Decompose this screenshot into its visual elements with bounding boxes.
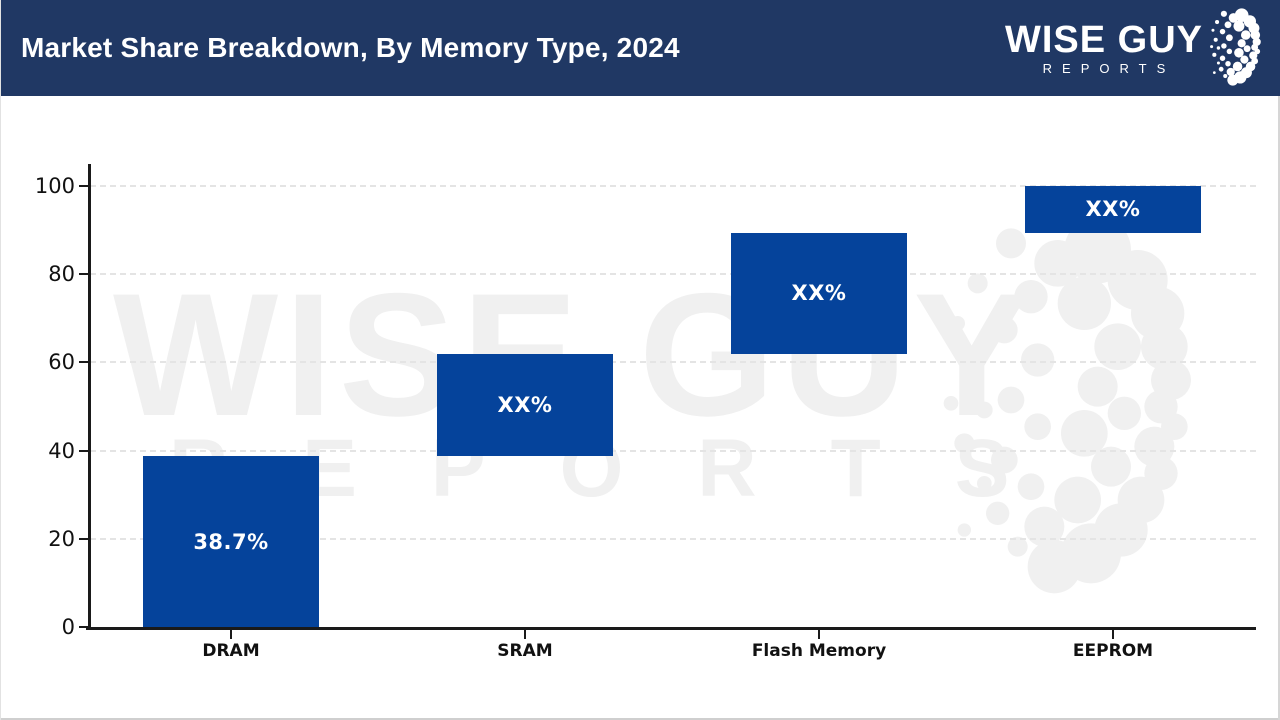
brand-logo-subname: REPORTS [1042,61,1176,76]
gridline-80 [90,273,1256,276]
x-tick-0 [230,630,232,639]
gridline-60 [90,361,1256,364]
header-bar: Market Share Breakdown, By Memory Type, … [1,0,1280,96]
page-title: Market Share Breakdown, By Memory Type, … [21,32,680,63]
gridline-40 [90,449,1256,452]
x-tick-1 [524,630,526,639]
y-tick-100 [79,185,88,187]
y-axis-line [88,163,91,630]
x-tick-label-1: SRAM [497,641,553,661]
x-tick-3 [1112,630,1114,639]
y-tick-label-20: 20 [48,526,75,551]
bar-sram: XX% [437,354,613,457]
brand-logo-name: WISE GUY [1004,19,1203,61]
brand-logo-text: WISE GUY REPORTS [1005,20,1203,76]
brand-logo: WISE GUY REPORTS [1005,7,1280,89]
y-tick-20 [79,537,88,540]
bar-eeprom: XX% [1025,186,1201,233]
bar-flash-memory: XX% [731,232,907,354]
x-tick-label-3: EEPROM [1072,641,1154,661]
page-bottom-border [1,718,1278,720]
x-axis-line [86,627,1256,630]
y-tick-label-80: 80 [48,262,75,287]
bar-value-label: XX% [1085,197,1141,222]
bar-value-label: XX% [791,281,847,306]
y-tick-label-100: 100 [34,174,75,198]
y-tick-60 [79,361,88,364]
y-tick-label-60: 60 [48,350,75,375]
brand-logo-head-icon [1210,8,1261,86]
bar-value-label: XX% [497,393,553,418]
x-tick-2 [818,630,820,639]
x-tick-label-2: Flash Memory [751,641,887,661]
bar-value-label: 38.7% [193,529,269,554]
y-tick-0 [79,626,88,628]
y-tick-80 [79,273,88,276]
gridline-100 [90,185,1256,187]
x-tick-label-0: DRAM [202,641,260,661]
watermark-head-dots [943,216,1191,594]
gridline-20 [90,537,1256,540]
bar-dram: 38.7% [143,456,319,627]
y-tick-40 [79,449,88,452]
y-tick-label-40: 40 [48,438,75,463]
y-tick-label-0: 0 [61,615,75,639]
